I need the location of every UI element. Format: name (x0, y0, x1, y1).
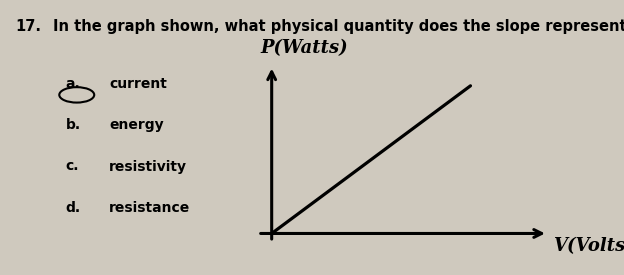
Text: a.: a. (66, 77, 80, 91)
Text: d.: d. (66, 201, 80, 215)
Text: 17.: 17. (16, 19, 42, 34)
Text: resistivity: resistivity (109, 160, 187, 174)
Text: energy: energy (109, 118, 164, 132)
Text: In the graph shown, what physical quantity does the slope represent?: In the graph shown, what physical quanti… (53, 19, 624, 34)
Text: current: current (109, 77, 167, 91)
Text: b.: b. (66, 118, 80, 132)
Text: P(Watts): P(Watts) (261, 39, 348, 57)
Text: c.: c. (66, 160, 79, 174)
Text: resistance: resistance (109, 201, 190, 215)
Text: V(Volts): V(Volts) (553, 237, 624, 255)
